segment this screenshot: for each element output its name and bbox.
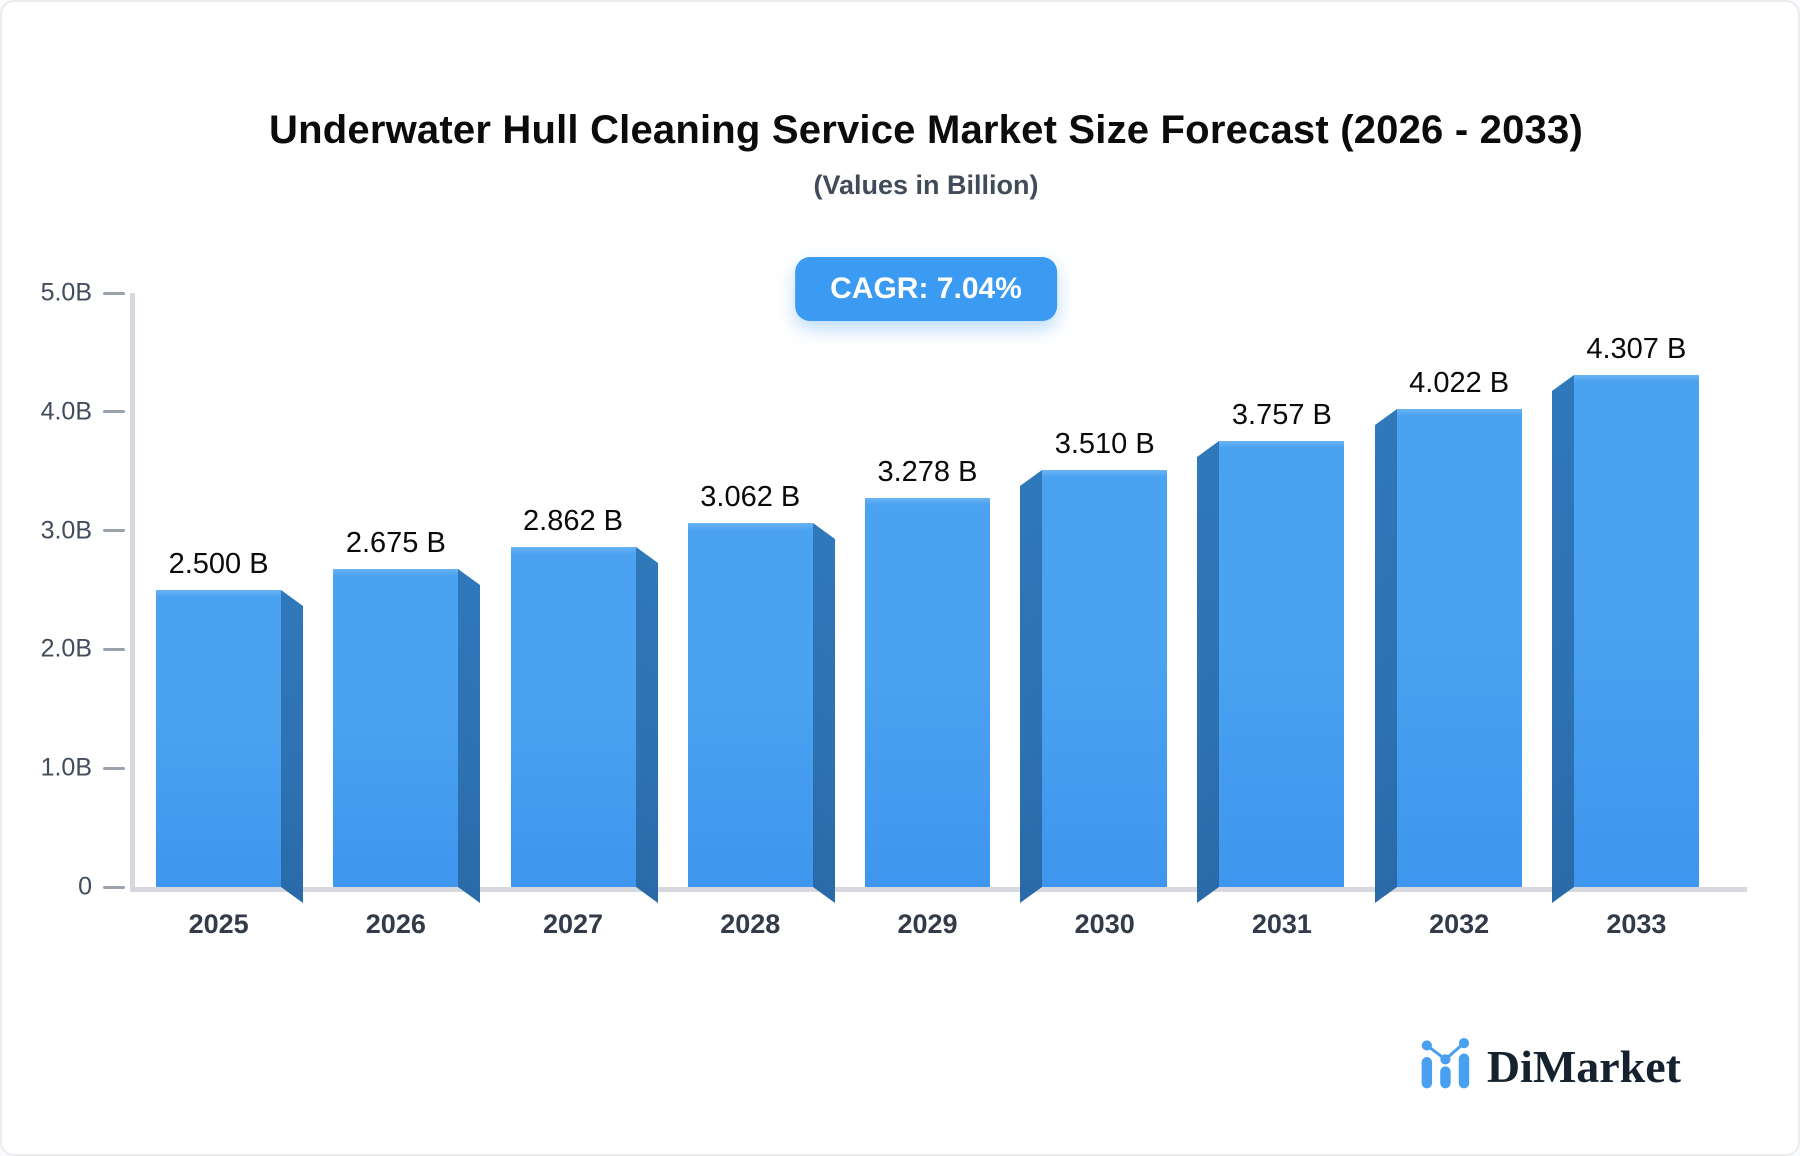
brand-logo: DiMarket	[1417, 1035, 1681, 1098]
chart-subtitle: (Values in Billion)	[813, 170, 1039, 200]
bar-group-2033: 4.307 B 2033	[1548, 293, 1725, 939]
y-tick	[103, 766, 125, 770]
y-tick-label: 0	[78, 872, 92, 901]
bar-side-face	[1551, 375, 1574, 903]
logo-chart-icon	[1417, 1035, 1475, 1098]
bar-side-face	[281, 590, 304, 903]
y-tick-label: 3.0B	[40, 516, 92, 545]
y-tick-label: 4.0B	[40, 397, 92, 426]
x-axis-label: 2029	[897, 909, 958, 939]
bar-group-2032: 4.022 B 2032	[1371, 293, 1548, 939]
x-axis-label: 2025	[188, 909, 249, 939]
bar-value-label: 3.757 B	[1231, 398, 1332, 431]
bar-value-label: 3.062 B	[700, 481, 801, 514]
plot-area: 0 1.0B 2.0B 3.0B 4.0B 5.0B 2.500 B 2025 2.675 B…	[41, 279, 1747, 939]
y-tick-label: 5.0B	[40, 278, 92, 307]
bar-2025: 2.500 B	[156, 548, 304, 903]
bar-group-2026: 2.675 B 2026	[307, 293, 484, 939]
bar-value-label: 2.500 B	[168, 548, 269, 580]
bar-side-face	[1197, 440, 1220, 903]
x-axis-label: 2028	[720, 909, 781, 939]
bar-group-2027: 2.862 B 2027	[484, 293, 661, 939]
bar-side-face	[1374, 409, 1397, 903]
bar-side-face	[1020, 470, 1043, 903]
x-axis-label: 2033	[1606, 909, 1667, 939]
y-tick	[103, 410, 125, 414]
y-axis-line	[130, 293, 135, 887]
bar-group-2030: 3.510 B 2030	[1016, 293, 1193, 939]
bar-group-2029: 3.278 B 2029	[839, 293, 1016, 939]
y-tick	[103, 647, 125, 651]
bar-group-2025: 2.500 B 2025	[130, 293, 307, 939]
y-tick-label: 1.0B	[40, 753, 92, 782]
bar-value-label: 2.862 B	[523, 505, 624, 537]
x-axis-label: 2027	[543, 909, 604, 939]
bar-value-label: 3.510 B	[1054, 428, 1155, 461]
bar-2032: 4.022 B	[1374, 367, 1522, 903]
bar-2028: 3.062 B	[687, 481, 835, 903]
y-tick	[103, 885, 125, 889]
bar-2033: 4.307 B	[1551, 333, 1699, 903]
logo-text: DiMarket	[1486, 1041, 1681, 1092]
bar-value-label: 3.278 B	[877, 455, 978, 488]
x-axis-label: 2031	[1251, 909, 1312, 939]
bars-container: 2.500 B 2025 2.675 B 2026 2.862 B 2027 3.062 B…	[130, 293, 1725, 939]
bar-2031: 3.757 B	[1197, 399, 1345, 903]
bar-value-label: 4.022 B	[1409, 367, 1510, 400]
bar-2026: 2.675 B	[333, 527, 481, 903]
bar-group-2028: 3.062 B 2028	[662, 293, 839, 939]
x-axis-label: 2030	[1074, 909, 1135, 939]
bar-2029: 3.278 B	[864, 456, 990, 887]
x-axis-label: 2026	[365, 909, 426, 939]
bar-group-2031: 3.757 B 2031	[1193, 293, 1370, 939]
x-axis-line	[130, 887, 1747, 892]
bar-value-label: 4.307 B	[1586, 333, 1687, 366]
y-tick-label: 2.0B	[40, 634, 92, 663]
y-tick	[103, 529, 125, 533]
cagr-badge: CAGR: 7.04%	[795, 257, 1057, 321]
y-tick	[103, 291, 125, 295]
bar-side-face	[812, 523, 835, 903]
x-axis-label: 2032	[1429, 909, 1490, 939]
bar-2030: 3.510 B	[1020, 428, 1168, 903]
bar-value-label: 2.675 B	[345, 527, 446, 560]
bar-2027: 2.862 B	[510, 505, 658, 903]
bar-side-face	[635, 547, 658, 903]
chart-title: Underwater Hull Cleaning Service Market …	[269, 108, 1583, 152]
bar-side-face	[458, 569, 481, 903]
